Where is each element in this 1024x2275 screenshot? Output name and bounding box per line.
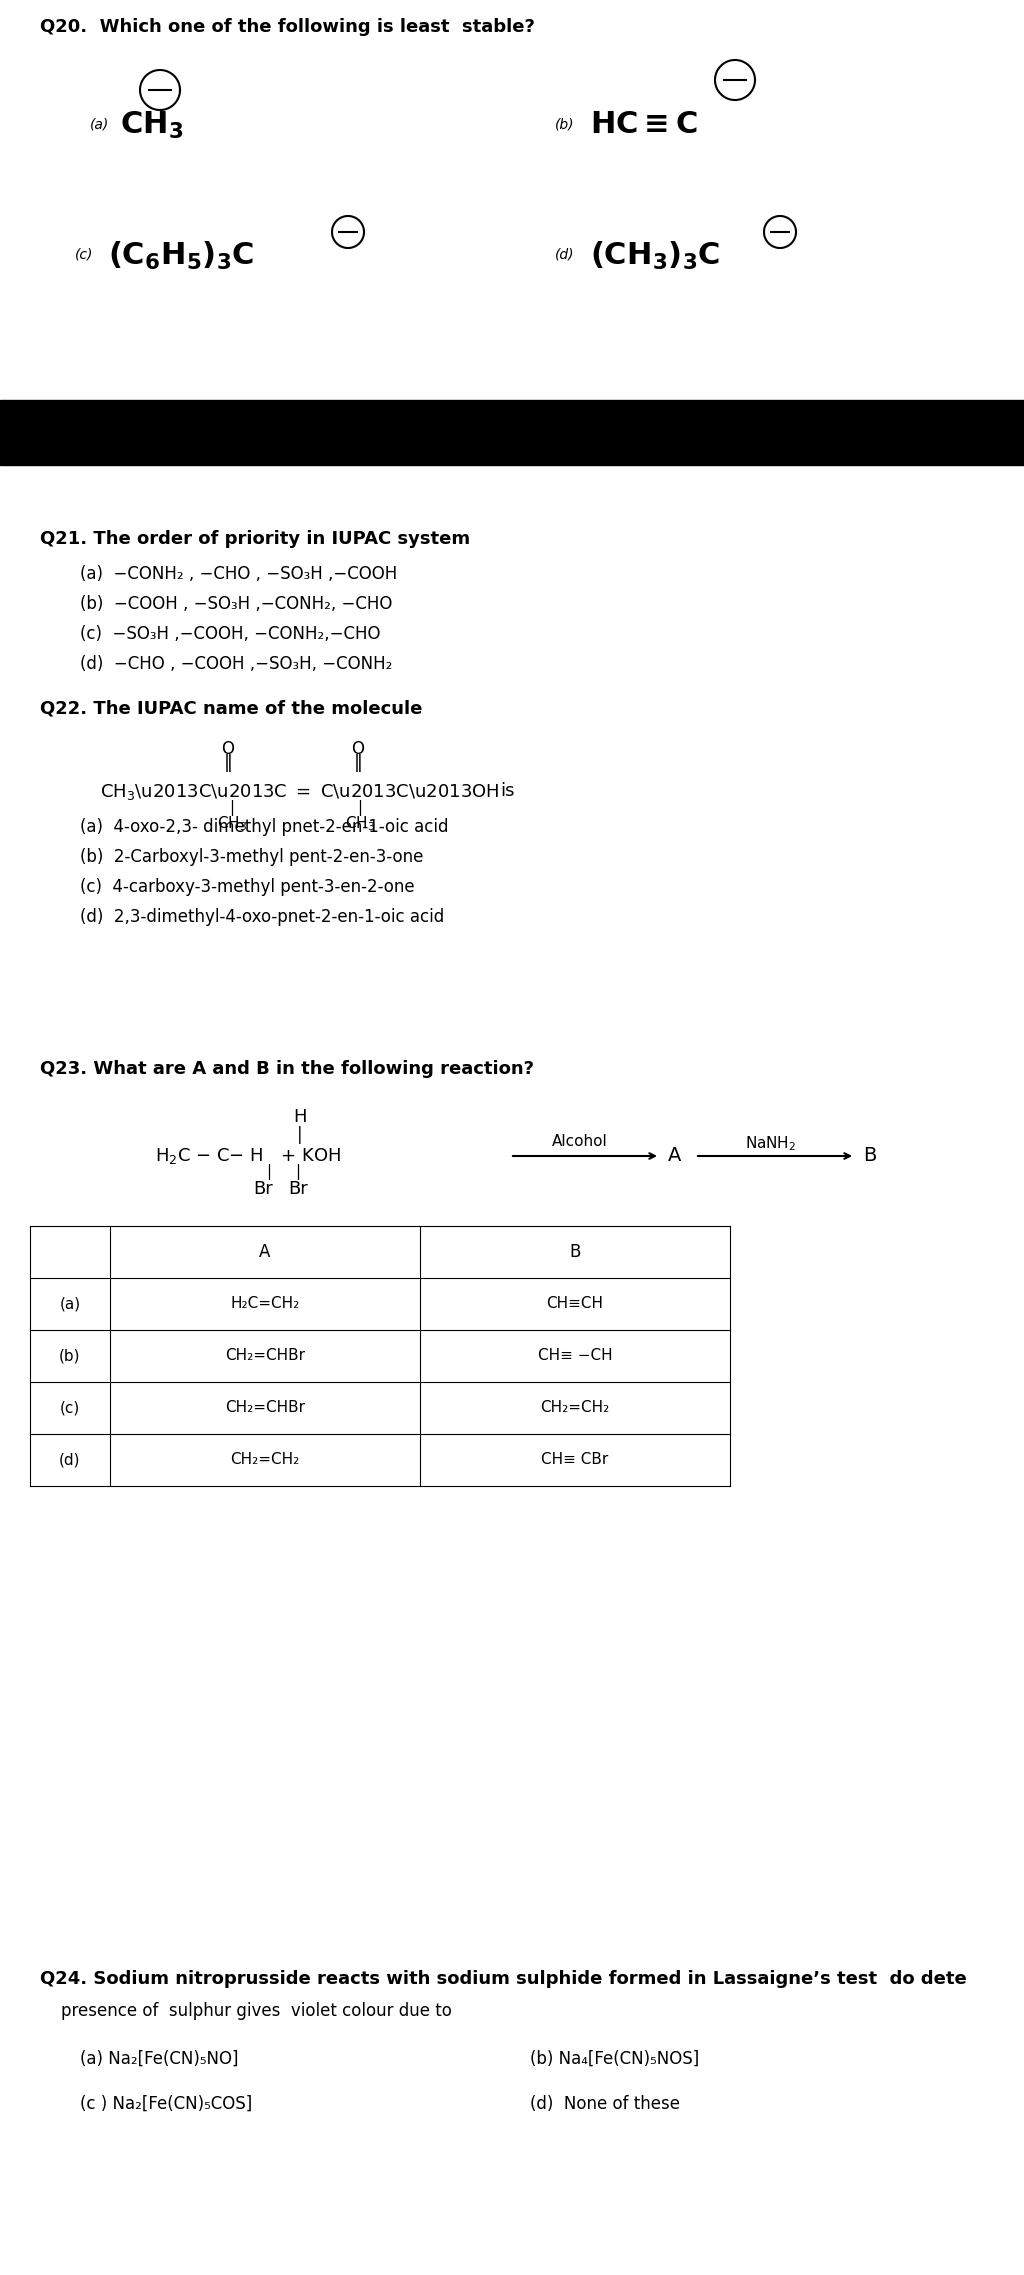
Text: |: | xyxy=(229,801,234,817)
Text: (c)  −SO₃H ,−COOH, −CONH₂,−CHO: (c) −SO₃H ,−COOH, −CONH₂,−CHO xyxy=(80,626,381,644)
Text: Q22. The IUPAC name of the molecule: Q22. The IUPAC name of the molecule xyxy=(40,701,422,719)
Text: |: | xyxy=(296,1165,301,1181)
Text: |: | xyxy=(297,1126,303,1144)
Text: CH$_3$: CH$_3$ xyxy=(217,814,247,833)
Text: ‖: ‖ xyxy=(223,753,232,771)
Text: Q24. Sodium nitroprusside reacts with sodium sulphide formed in Lassaigne’s test: Q24. Sodium nitroprusside reacts with so… xyxy=(40,1970,967,1988)
Text: (d): (d) xyxy=(59,1451,81,1467)
Text: (a): (a) xyxy=(90,118,110,132)
Text: CH₂=CHBr: CH₂=CHBr xyxy=(225,1401,305,1415)
Text: CH₂=CH₂: CH₂=CH₂ xyxy=(230,1451,300,1467)
Text: B: B xyxy=(863,1147,877,1165)
Text: CH₂=CHBr: CH₂=CHBr xyxy=(225,1349,305,1363)
Text: (c ) Na₂[Fe(CN)₅COS]: (c ) Na₂[Fe(CN)₅COS] xyxy=(80,2095,252,2113)
Text: CH₂=CH₂: CH₂=CH₂ xyxy=(541,1401,609,1415)
Text: H: H xyxy=(293,1108,307,1126)
Text: (c): (c) xyxy=(75,248,93,262)
Text: O: O xyxy=(221,739,234,758)
Text: CH≡CH: CH≡CH xyxy=(547,1297,603,1310)
Text: |: | xyxy=(357,801,362,817)
Text: A: A xyxy=(259,1242,270,1260)
Text: (b) Na₄[Fe(CN)₅NOS]: (b) Na₄[Fe(CN)₅NOS] xyxy=(530,2050,699,2068)
Text: H$_2$C $-$ C$-$ H   + KOH: H$_2$C $-$ C$-$ H + KOH xyxy=(155,1147,341,1167)
Text: |: | xyxy=(266,1165,271,1181)
Text: Alcohol: Alcohol xyxy=(552,1133,608,1149)
Text: CH$_3$: CH$_3$ xyxy=(345,814,375,833)
Text: A: A xyxy=(668,1147,681,1165)
Text: (b)  −COOH , −SO₃H ,−CONH₂, −CHO: (b) −COOH , −SO₃H ,−CONH₂, −CHO xyxy=(80,596,392,612)
Text: Br: Br xyxy=(288,1181,308,1199)
Text: $\mathbf{HC{\equiv}C}$: $\mathbf{HC{\equiv}C}$ xyxy=(590,109,697,139)
Text: B: B xyxy=(569,1242,581,1260)
Text: ‖: ‖ xyxy=(353,753,362,771)
Text: H₂C=CH₂: H₂C=CH₂ xyxy=(230,1297,300,1310)
Text: O: O xyxy=(351,739,365,758)
Bar xyxy=(0,400,1024,464)
Text: $\mathbf{(CH_3)_3C}$: $\mathbf{(CH_3)_3C}$ xyxy=(590,239,720,273)
Text: (a): (a) xyxy=(59,1297,81,1310)
Text: (d)  None of these: (d) None of these xyxy=(530,2095,680,2113)
Text: (c): (c) xyxy=(59,1401,80,1415)
Text: (b): (b) xyxy=(555,118,574,132)
Text: $\mathbf{(C_6H_5)_3C}$: $\mathbf{(C_6H_5)_3C}$ xyxy=(108,239,254,273)
Text: Br: Br xyxy=(253,1181,272,1199)
Text: CH≡ −CH: CH≡ −CH xyxy=(538,1349,612,1363)
Text: (a)  −CONH₂ , −CHO , −SO₃H ,−COOH: (a) −CONH₂ , −CHO , −SO₃H ,−COOH xyxy=(80,564,397,582)
Text: (a) Na₂[Fe(CN)₅NO]: (a) Na₂[Fe(CN)₅NO] xyxy=(80,2050,239,2068)
Text: $\mathbf{CH_3}$: $\mathbf{CH_3}$ xyxy=(120,109,183,141)
Text: (b): (b) xyxy=(59,1349,81,1363)
Text: (a)  4-oxo-2,3- dimethyl pnet-2-en-1-oic acid: (a) 4-oxo-2,3- dimethyl pnet-2-en-1-oic … xyxy=(80,819,449,835)
Text: (b)  2-Carboxyl-3-methyl pent-2-en-3-one: (b) 2-Carboxyl-3-methyl pent-2-en-3-one xyxy=(80,849,423,867)
Text: (d)  2,3-dimethyl-4-oxo-pnet-2-en-1-oic acid: (d) 2,3-dimethyl-4-oxo-pnet-2-en-1-oic a… xyxy=(80,908,444,926)
Text: CH≡ CBr: CH≡ CBr xyxy=(542,1451,608,1467)
Text: Q20.  Which one of the following is least  stable?: Q20. Which one of the following is least… xyxy=(40,18,535,36)
Text: (d): (d) xyxy=(555,248,574,262)
Text: NaNH$_2$: NaNH$_2$ xyxy=(744,1133,796,1153)
Text: is: is xyxy=(500,783,514,801)
Text: CH$_3$\u2013C\u2013C $=$ C\u2013C\u2013OH: CH$_3$\u2013C\u2013C $=$ C\u2013C\u2013O… xyxy=(100,783,500,803)
Text: Q23. What are A and B in the following reaction?: Q23. What are A and B in the following r… xyxy=(40,1060,534,1078)
Text: presence of  sulphur gives  violet colour due to: presence of sulphur gives violet colour … xyxy=(40,2002,452,2020)
Text: (d)  −CHO , −COOH ,−SO₃H, −CONH₂: (d) −CHO , −COOH ,−SO₃H, −CONH₂ xyxy=(80,655,392,673)
Text: (c)  4-carboxy-3-methyl pent-3-en-2-one: (c) 4-carboxy-3-methyl pent-3-en-2-one xyxy=(80,878,415,896)
Text: Q21. The order of priority in IUPAC system: Q21. The order of priority in IUPAC syst… xyxy=(40,530,470,548)
